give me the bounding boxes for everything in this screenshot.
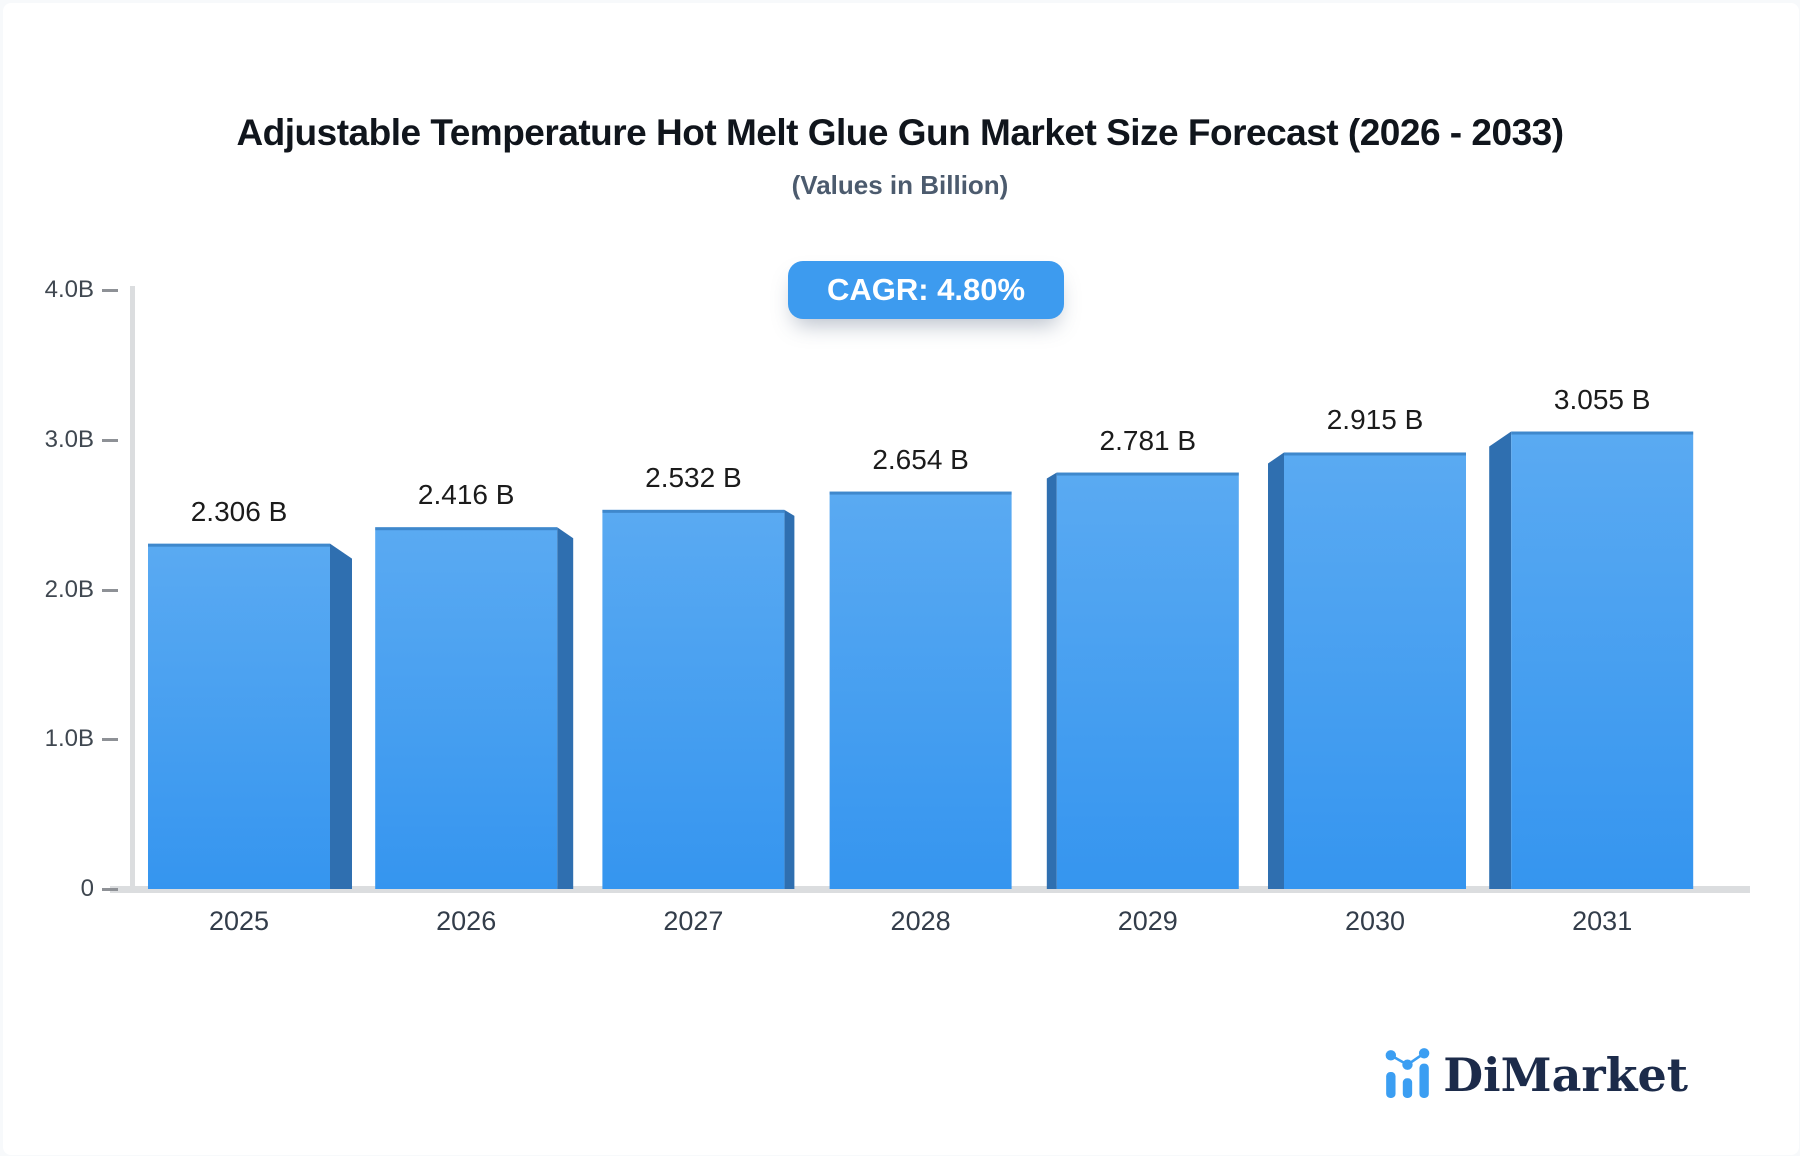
bar-side-face [557,527,574,889]
bar-side-face [1046,472,1057,889]
bar-side-face [784,509,795,889]
logo-icon-dot [1419,1048,1430,1059]
y-tick-mark [102,438,118,442]
chart-title: Adjustable Temperature Hot Melt Glue Gun… [236,112,1564,153]
bar-front-face [1284,452,1466,889]
y-tick-mark [102,738,118,742]
y-tick-mark [102,289,118,292]
bar-front-face [1056,472,1239,889]
bar-front-face [829,491,1012,889]
logo-icon-dot [1402,1059,1413,1070]
logo-icon-dot [1385,1050,1397,1061]
bar-top-edge [829,491,1012,495]
x-axis-label: 2028 [890,906,951,936]
x-axis-label: 2027 [663,906,724,936]
bar-top-edge [602,509,785,513]
bar-top-edge [1056,472,1239,476]
bar-top-edge [1284,452,1466,456]
logo-icon-bar [1386,1072,1396,1098]
y-tick-label: 4.0B [44,276,94,303]
bar-side-face [1489,431,1512,889]
bar-value-label: 3.055 B [1553,383,1651,415]
bar-value-label: 2.416 B [417,479,515,511]
bar-front-face [148,543,330,889]
bar-side-face [1268,452,1284,889]
bar-value-label: 2.781 B [1099,424,1197,456]
bar-value-label: 2.915 B [1326,404,1424,436]
x-axis-label: 2029 [1117,906,1178,936]
bar-value-label: 2.306 B [190,495,288,527]
y-axis-line [130,286,135,889]
brand-logo: DiMarket [1385,1046,1688,1098]
bar-value-label: 2.532 B [645,461,742,493]
bar-top-edge [148,543,330,547]
bar-front-face [602,509,785,889]
x-axis-baseline [110,886,1750,893]
bar-chart-logo-icon [1385,1048,1430,1098]
bar-front-face [1511,431,1694,889]
x-axis-label: 2026 [436,906,497,936]
logo-icon-bar [1403,1078,1413,1098]
bar-value-label: 2.654 B [872,443,969,475]
cagr-badge-label: CAGR: 4.80% [826,272,1026,307]
y-tick-mark [102,888,118,891]
y-tick-label: 1.0B [44,725,94,753]
logo-icon-bar [1419,1063,1430,1098]
brand-logo-text: DiMarket [1443,1048,1688,1102]
y-tick-label: 0 [80,875,94,902]
bar-top-edge [375,527,558,531]
bar-front-face [375,527,558,889]
bar-top-edge [1511,431,1694,435]
bar-side-face [330,543,352,889]
y-tick-mark [102,588,118,592]
chart-subtitle: (Values in Billion) [791,170,1009,200]
x-axis-label: 2031 [1572,906,1633,936]
y-tick-label: 2.0B [44,575,94,603]
y-tick-label: 3.0B [44,425,94,453]
x-axis-label: 2030 [1344,906,1406,936]
x-axis-label: 2025 [208,906,270,936]
cagr-badge: CAGR: 4.80% [788,261,1064,319]
